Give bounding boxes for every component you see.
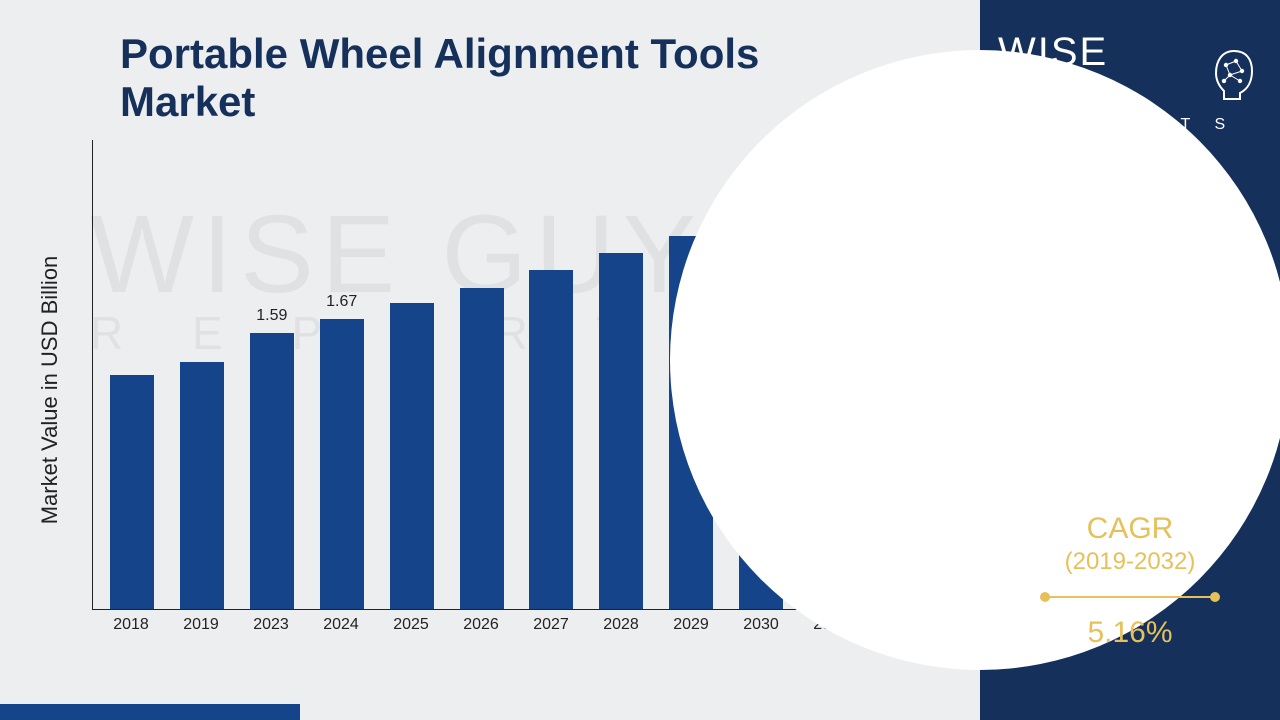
x-tick-label: 2023 (236, 610, 306, 640)
bar (180, 362, 224, 609)
bar (250, 333, 294, 609)
x-tick-label: 2019 (166, 610, 236, 640)
cagr-value: 5.16% (980, 616, 1280, 650)
bar-value-label: 1.59 (256, 307, 287, 325)
x-tick-label: 2030 (726, 610, 796, 640)
x-tick-label: 2028 (586, 610, 656, 640)
bar (460, 288, 504, 609)
infographic-root: WISE GUY R E P O R T S Portable Wheel Al… (0, 0, 1280, 720)
x-tick-label: 2018 (96, 610, 166, 640)
logo-line1-row: WISE GUY (998, 30, 1262, 120)
bar-group (517, 140, 587, 609)
cagr-divider (1045, 596, 1215, 598)
brand-logo: WISE GUY R E P O (998, 30, 1262, 134)
x-tick-label: 2025 (376, 610, 446, 640)
logo-text-sub: R E P O R T S (1002, 116, 1262, 134)
bar (320, 319, 364, 609)
logo-text-main: WISE GUY (998, 30, 1200, 120)
y-axis-label: Market Value in USD Billion (37, 256, 63, 525)
bar-group (586, 140, 656, 609)
chart-title: Portable Wheel Alignment Tools Market (120, 30, 760, 127)
x-tick-label: 2026 (446, 610, 516, 640)
x-tick-label: 2029 (656, 610, 726, 640)
cagr-range: (2019-2032) (980, 548, 1280, 576)
cagr-label: CAGR (980, 512, 1280, 546)
bar-group: 1.59 (237, 140, 307, 609)
bar (599, 253, 643, 609)
x-tick-label: 2024 (306, 610, 376, 640)
bar-group (97, 140, 167, 609)
cagr-block: CAGR (2019-2032) 5.16% (980, 512, 1280, 650)
bar-group (447, 140, 517, 609)
bar-group (377, 140, 447, 609)
bar (529, 270, 573, 609)
bar-value-label: 1.67 (326, 293, 357, 311)
head-icon (1206, 47, 1262, 103)
bottom-accent-bar (0, 704, 300, 720)
side-panel: WISE GUY R E P O (980, 0, 1280, 720)
x-tick-label: 2027 (516, 610, 586, 640)
bar (110, 375, 154, 610)
bar-group: 1.67 (307, 140, 377, 609)
bar-group (167, 140, 237, 609)
bar (390, 303, 434, 609)
